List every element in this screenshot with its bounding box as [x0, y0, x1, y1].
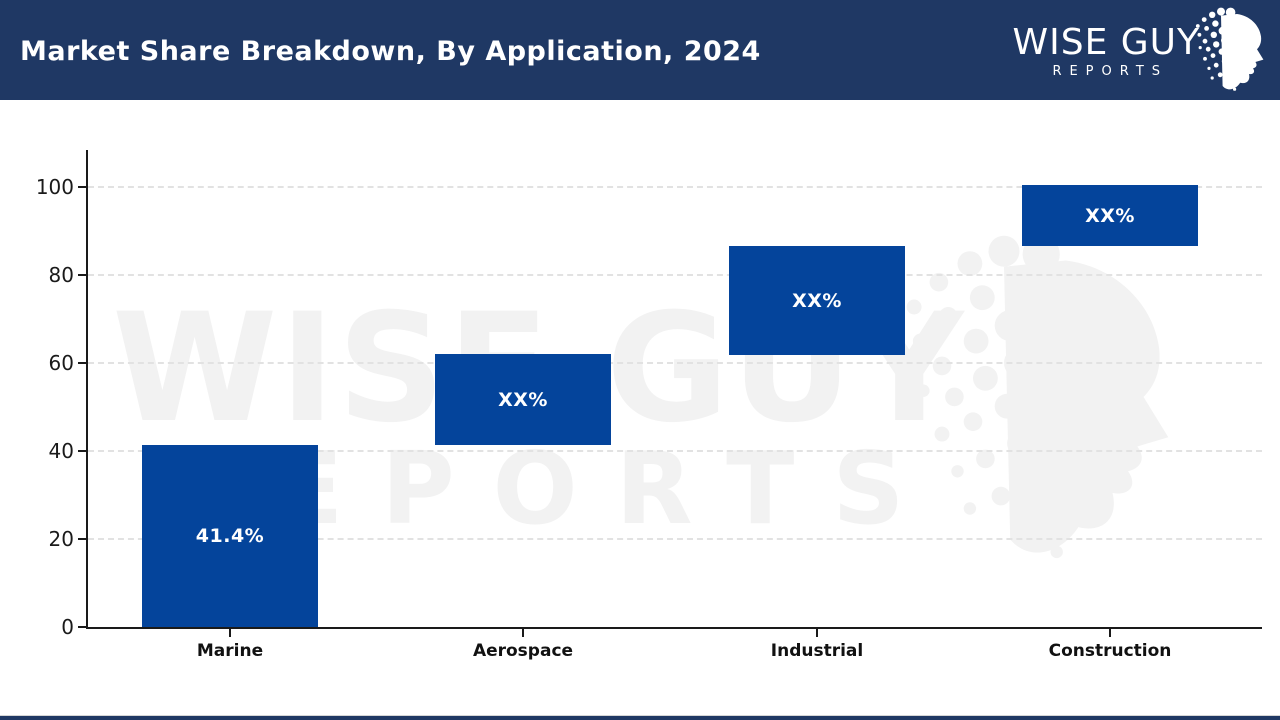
header-bar: Market Share Breakdown, By Application, …	[0, 0, 1280, 100]
x-axis-tick-3	[1109, 629, 1111, 637]
y-axis-tick-60	[78, 362, 86, 364]
y-axis-tick-80	[78, 274, 86, 276]
footer-divider	[0, 715, 1280, 716]
y-axis-tick-0	[78, 626, 86, 628]
x-axis-label-industrial: Industrial	[770, 641, 864, 661]
bar-marine: 41.4%	[142, 444, 318, 627]
y-axis-label-80: 80	[48, 263, 74, 287]
bar-value-label: XX%	[498, 388, 548, 411]
gridline-80	[88, 274, 1262, 276]
footer-bar	[0, 716, 1280, 720]
wiseguy-logo: WISE GUY REPORTS	[1013, 6, 1273, 94]
x-axis-label-construction: Construction	[1048, 641, 1172, 661]
y-axis-tick-100	[78, 186, 86, 188]
y-axis-tick-40	[78, 450, 86, 452]
watermark-head-icon	[906, 235, 1169, 559]
logo-wordmark: WISE GUY	[1012, 21, 1200, 63]
y-axis-label-60: 60	[48, 351, 74, 375]
y-axis-tick-20	[78, 538, 86, 540]
x-axis-tick-2	[816, 629, 818, 637]
gridline-100	[88, 186, 1262, 188]
x-axis-label-aerospace: Aerospace	[472, 641, 574, 661]
gridline-20	[88, 538, 1262, 540]
dotted-head-profile-icon	[1195, 7, 1264, 91]
gridline-40	[88, 450, 1262, 452]
logo-subtitle: REPORTS	[1052, 63, 1169, 79]
y-axis-spine	[86, 150, 88, 629]
y-axis-label-20: 20	[48, 527, 74, 551]
chart-title: Market Share Breakdown, By Application, …	[20, 36, 761, 67]
bar-value-label: 41.4%	[195, 524, 265, 547]
x-axis-tick-1	[522, 629, 524, 637]
y-axis-label-0: 0	[61, 615, 74, 639]
bar-value-label: XX%	[1085, 204, 1135, 227]
bar-construction: XX%	[1022, 185, 1198, 246]
y-axis-label-100: 100	[35, 175, 74, 199]
gridline-60	[88, 362, 1262, 364]
x-axis-spine	[86, 627, 1262, 629]
bar-industrial: XX%	[729, 245, 905, 356]
bar-aerospace: XX%	[435, 354, 611, 445]
x-axis-label-marine: Marine	[196, 641, 264, 661]
wiseguy-logo-text: WISE GUY REPORTS	[1013, 22, 1201, 79]
chart-area: WISE GUY REPORTS 0 20 40 60 80 100 41.4% Marine…	[0, 100, 1280, 716]
bar-value-label: XX%	[792, 289, 842, 312]
y-axis-label-40: 40	[48, 439, 74, 463]
x-axis-tick-0	[229, 629, 231, 637]
